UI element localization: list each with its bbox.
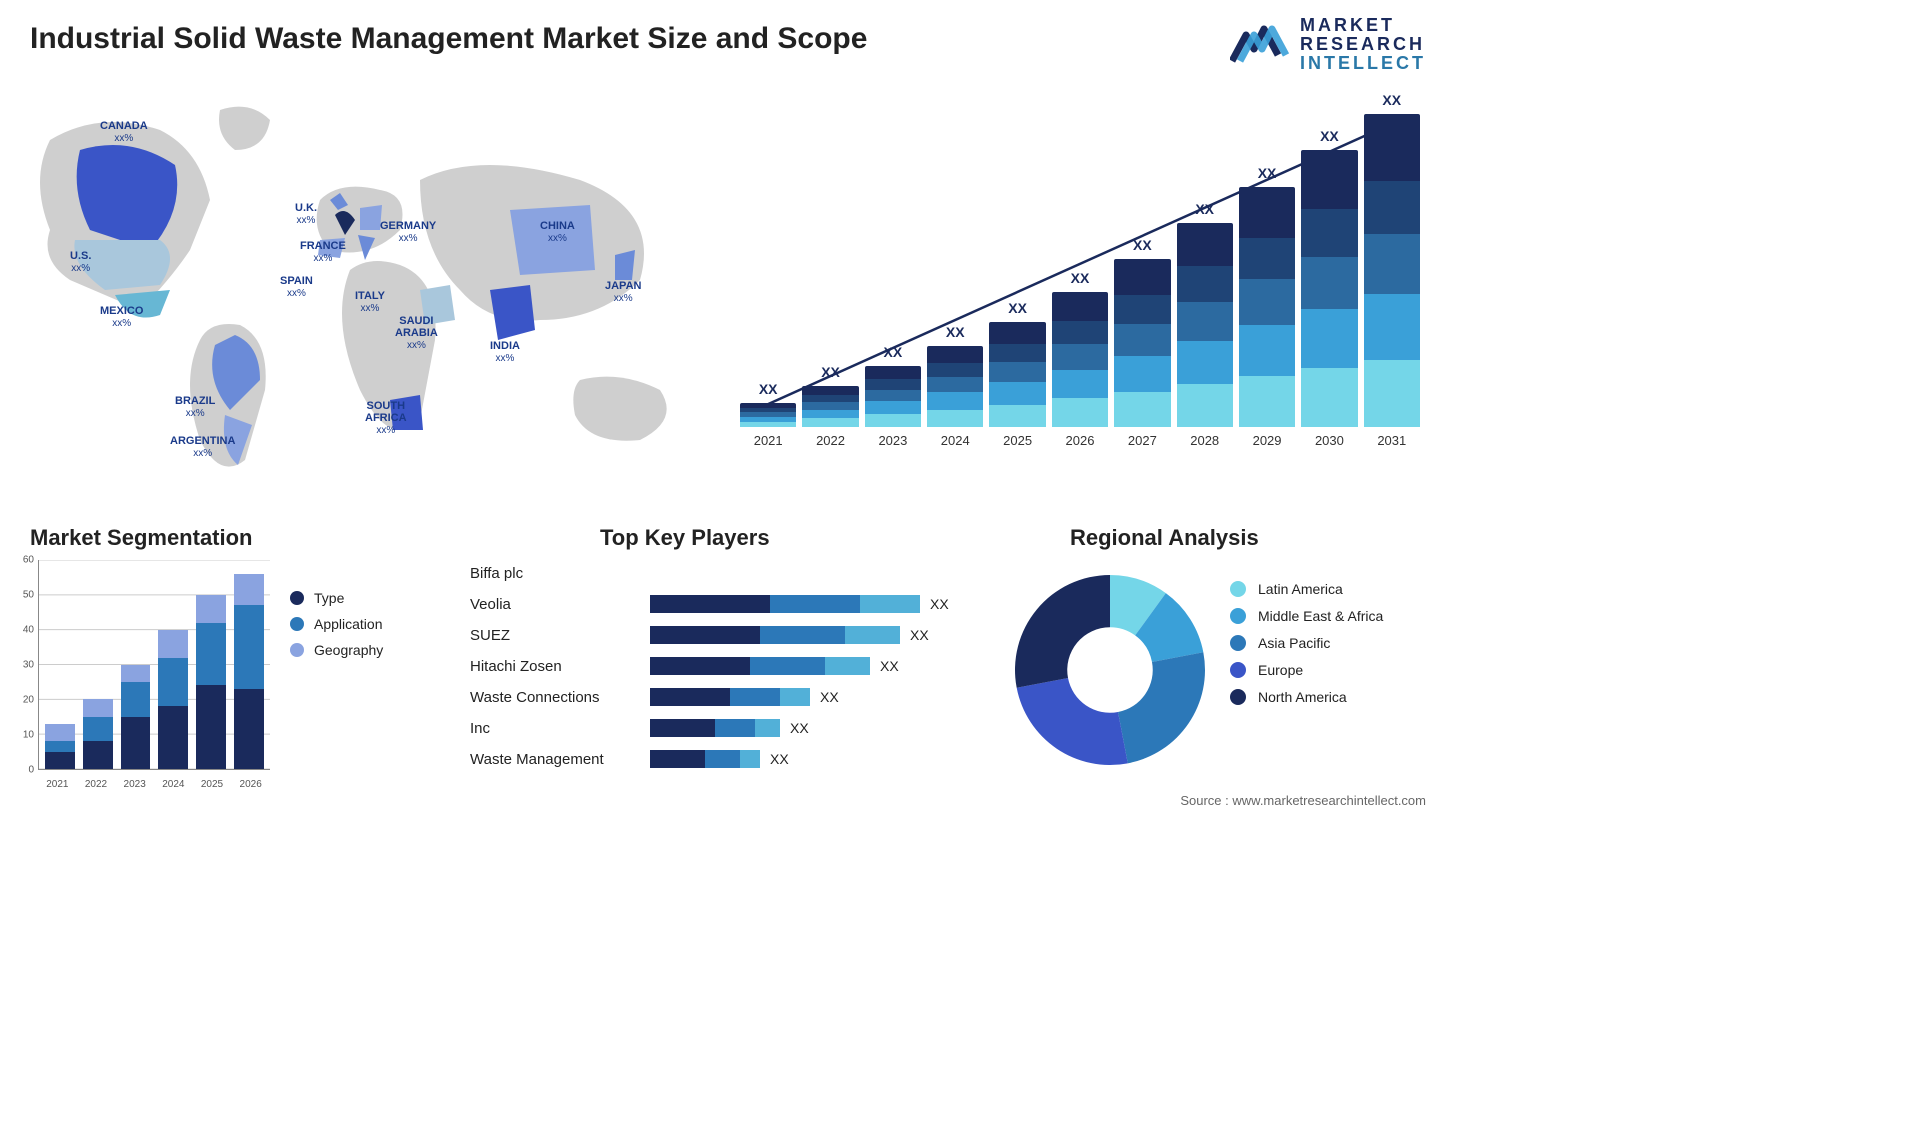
main-bar-year: 2026 [1066,433,1095,448]
main-bar-value: XX [1195,201,1214,217]
regional-donut [1000,560,1220,780]
main-bar-value: XX [1382,92,1401,108]
main-bar-2028: XX 2028 [1177,201,1233,448]
map-label-france: FRANCExx% [300,240,346,264]
main-bar-value: XX [1258,165,1277,181]
key-players-chart: Biffa plc VeoliaXX SUEZXX Hitachi ZosenXX Wa… [470,555,970,777]
donut-legend-middleeastafrica: Middle East & Africa [1230,608,1383,624]
main-bar-value: XX [1008,300,1027,316]
kp-row-hitachizosen: Hitachi ZosenXX [470,653,970,679]
main-bar-year: 2028 [1190,433,1219,448]
main-bar-2025: XX 2025 [989,300,1045,449]
map-label-spain: SPAINxx% [280,275,313,299]
source-credit: Source : www.marketresearchintellect.com [1180,793,1426,808]
main-bar-value: XX [1071,270,1090,286]
segmentation-heading: Market Segmentation [30,525,253,551]
seg-bar-2025 [196,595,226,769]
map-label-mexico: MEXICOxx% [100,305,143,329]
map-label-uk: U.K.xx% [295,202,317,226]
main-bar-2030: XX 2030 [1301,128,1357,448]
main-bar-year: 2027 [1128,433,1157,448]
segmentation-chart: 0102030405060 202120222023202420252026 [10,560,270,790]
main-bar-year: 2021 [754,433,783,448]
seg-bar-2021 [45,724,75,769]
key-players-heading: Top Key Players [600,525,770,551]
donut-seg-northamerica [1015,575,1110,688]
main-bar-2024: XX 2024 [927,324,983,448]
map-label-brazil: BRAZILxx% [175,395,215,419]
seg-bar-2026 [234,574,264,769]
kp-row-veolia: VeoliaXX [470,591,970,617]
main-bar-2027: XX 2027 [1114,237,1170,448]
map-label-japan: JAPANxx% [605,280,641,304]
map-label-china: CHINAxx% [540,220,575,244]
map-label-india: INDIAxx% [490,340,520,364]
main-bar-year: 2023 [878,433,907,448]
kp-row-inc: IncXX [470,715,970,741]
seg-bar-2024 [158,630,188,769]
main-bar-value: XX [821,364,840,380]
map-label-germany: GERMANYxx% [380,220,436,244]
main-bar-2031: XX 2031 [1364,92,1420,448]
main-bar-year: 2031 [1377,433,1406,448]
seg-bar-2023 [121,665,151,770]
map-label-southafrica: SOUTHAFRICAxx% [365,400,407,436]
logo-line1: MARKET [1300,16,1426,35]
main-bar-2022: XX 2022 [802,364,858,448]
main-bar-value: XX [884,344,903,360]
donut-legend-latinamerica: Latin America [1230,581,1383,597]
regional-legend: Latin America Middle East & Africa Asia Pa… [1230,570,1383,716]
seg-bar-2022 [83,699,113,769]
donut-legend-northamerica: North America [1230,689,1383,705]
brand-logo: MARKET RESEARCH INTELLECT [1230,16,1426,73]
brand-logo-icon [1230,21,1290,67]
map-label-us: U.S.xx% [70,250,91,274]
seg-legend-type: Type [290,590,383,606]
main-bar-2021: XX 2021 [740,381,796,448]
map-label-canada: CANADAxx% [100,120,148,144]
kp-row-wasteconnections: Waste ConnectionsXX [470,684,970,710]
main-bar-value: XX [1320,128,1339,144]
donut-seg-europe [1017,678,1128,765]
logo-line2: RESEARCH [1300,35,1426,54]
map-label-argentina: ARGENTINAxx% [170,435,235,459]
seg-legend-application: Application [290,616,383,632]
main-bar-year: 2030 [1315,433,1344,448]
kp-row-wastemanagement: Waste ManagementXX [470,746,970,772]
main-bar-year: 2025 [1003,433,1032,448]
logo-line3: INTELLECT [1300,54,1426,73]
main-bar-2029: XX 2029 [1239,165,1295,448]
map-label-saudiarabia: SAUDIARABIAxx% [395,315,438,351]
donut-legend-asiapacific: Asia Pacific [1230,635,1383,651]
regional-heading: Regional Analysis [1070,525,1259,551]
donut-seg-asiapacific [1118,652,1205,763]
map-label-italy: ITALYxx% [355,290,385,314]
kp-row-biffaplc: Biffa plc [470,560,970,586]
kp-row-suez: SUEZXX [470,622,970,648]
main-bar-year: 2022 [816,433,845,448]
world-map: CANADAxx% U.S.xx% MEXICOxx% BRAZILxx% ARGENT… [20,80,720,480]
main-bar-value: XX [1133,237,1152,253]
main-bar-2026: XX 2026 [1052,270,1108,448]
main-bar-year: 2029 [1253,433,1282,448]
segmentation-legend: Type Application Geography [290,580,383,668]
main-bar-value: XX [946,324,965,340]
main-bar-year: 2024 [941,433,970,448]
main-bar-value: XX [759,381,778,397]
page-title: Industrial Solid Waste Management Market… [30,22,867,56]
donut-legend-europe: Europe [1230,662,1383,678]
main-chart: XX 2021 XX 2022 XX 2023 XX 2024 XX 2025 XX 2026 XX 20… [740,90,1420,470]
seg-legend-geography: Geography [290,642,383,658]
main-bar-2023: XX 2023 [865,344,921,448]
